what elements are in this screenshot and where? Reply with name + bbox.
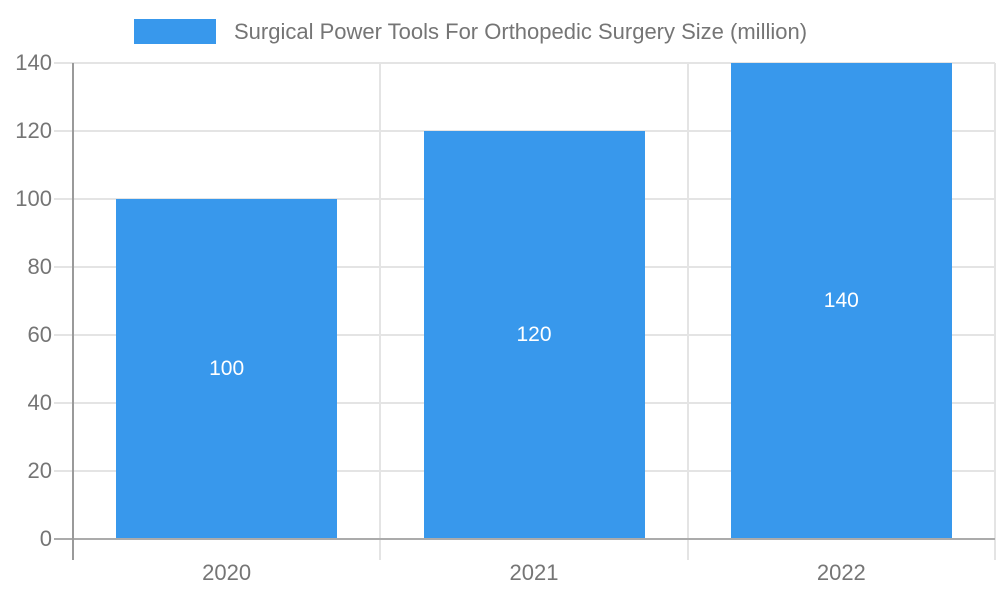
- y-axis-tick-label: 140: [15, 50, 52, 75]
- legend-label: Surgical Power Tools For Orthopedic Surg…: [234, 19, 808, 44]
- y-axis-tick: [54, 402, 73, 404]
- legend-swatch-icon: [134, 19, 216, 44]
- x-axis-tick-label: 2022: [816, 560, 866, 585]
- bar-2020[interactable]: 100: [116, 199, 338, 538]
- y-axis-tick-label: 0: [39, 526, 52, 551]
- x-axis-tick-label: 2020: [202, 560, 252, 585]
- bar-value-label: 140: [823, 288, 859, 312]
- y-axis-tick-label: 20: [27, 458, 52, 483]
- x-axis-baseline: [54, 538, 995, 540]
- y-axis-tick-label: 60: [27, 322, 52, 347]
- y-axis-tick: [54, 266, 73, 268]
- y-gridline: [73, 62, 995, 64]
- y-axis-line: [72, 63, 74, 560]
- bar-2022[interactable]: 140: [730, 63, 952, 538]
- y-axis-tick: [54, 470, 73, 472]
- legend[interactable]: Surgical Power Tools For Orthopedic Surg…: [134, 19, 807, 44]
- category-boundary-gridline: [994, 63, 996, 560]
- y-axis-tick-label: 80: [27, 254, 52, 279]
- x-axis-tick-label: 2021: [509, 560, 559, 585]
- y-axis-tick: [54, 62, 73, 64]
- y-axis-tick: [54, 130, 73, 132]
- y-axis-tick: [54, 334, 73, 336]
- y-axis-tick-label: 120: [15, 118, 52, 143]
- y-axis-tick-label: 40: [27, 390, 52, 415]
- category-boundary-gridline: [379, 63, 382, 560]
- bar-value-label: 120: [516, 322, 552, 346]
- bar-2021[interactable]: 120: [423, 131, 645, 538]
- category-boundary-gridline: [686, 63, 689, 560]
- y-axis-tick-label: 100: [15, 186, 52, 211]
- bar-value-label: 100: [209, 356, 245, 380]
- y-axis-tick: [54, 198, 73, 200]
